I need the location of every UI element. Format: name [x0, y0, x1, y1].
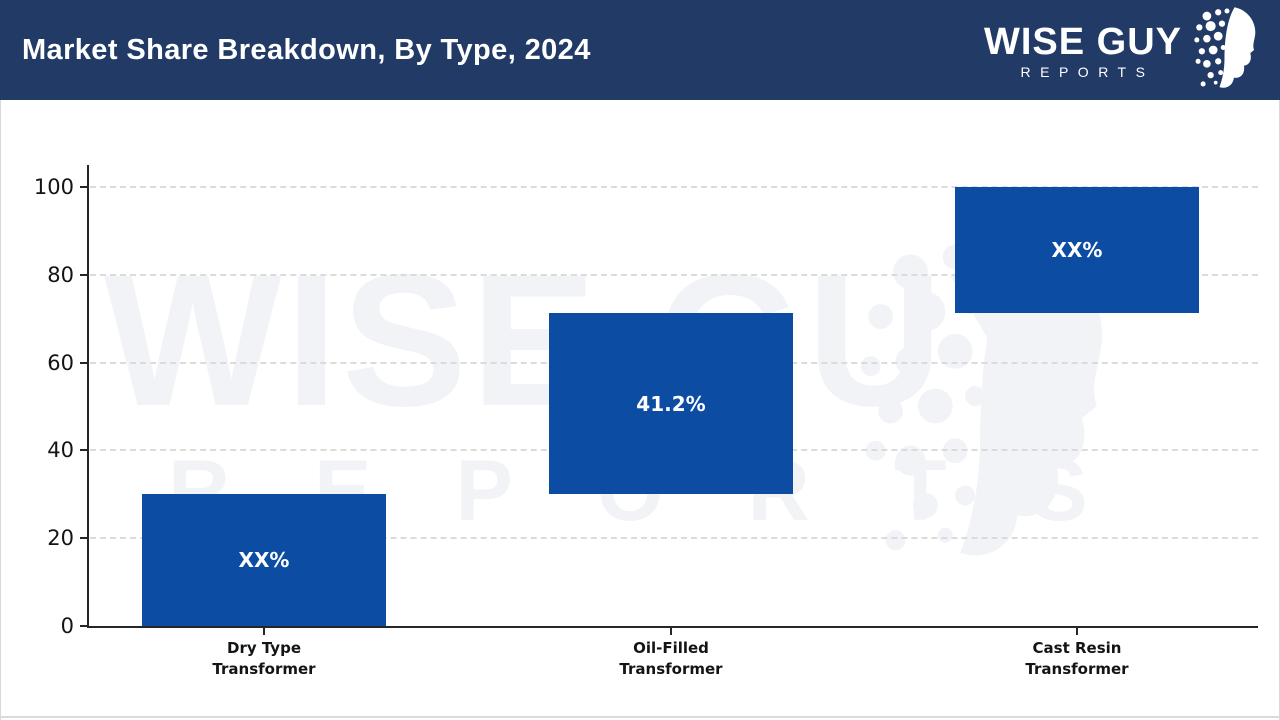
y-tick-100 [80, 186, 88, 188]
category-label-line: Transformer [212, 660, 316, 678]
x-tick-1 [263, 628, 265, 635]
y-axis-line [87, 165, 89, 628]
gridline-80 [90, 273, 1258, 276]
logo-text: WISE GUY REPORTS [984, 22, 1182, 80]
category-label-line: Oil-Filled [633, 639, 709, 657]
bar-value-label-1: XX% [238, 548, 290, 573]
category-label-line: Transformer [619, 660, 723, 678]
x-tick-2 [670, 628, 672, 635]
page-title: Market Share Breakdown, By Type, 2024 [22, 33, 591, 66]
y-tick-80 [80, 273, 88, 276]
category-label-2: Oil-Filled Transformer [521, 638, 821, 680]
gridline-20 [90, 537, 1258, 540]
bar-value-label-2: 41.2% [636, 391, 706, 416]
y-tick-label-0: 0 [60, 614, 74, 638]
y-tick-40 [80, 449, 88, 452]
gridline-100 [90, 186, 1258, 188]
bar-3: XX% [955, 187, 1199, 314]
y-tick-label-80: 80 [47, 262, 74, 287]
category-label-line: Transformer [1025, 660, 1129, 678]
y-tick-label-60: 60 [47, 350, 74, 375]
category-label-1: Dry Type Transformer [114, 638, 414, 680]
category-label-line: Dry Type [227, 639, 301, 657]
logo-head-icon [1188, 6, 1266, 94]
y-tick-0 [80, 625, 88, 627]
y-tick-label-40: 40 [47, 438, 74, 463]
x-axis-line [87, 626, 1258, 628]
bar-value-label-3: XX% [1051, 238, 1103, 263]
x-tick-3 [1076, 628, 1078, 635]
wise-guy-reports-logo: WISE GUY REPORTS [984, 0, 1266, 100]
y-tick-label-100: 100 [33, 175, 74, 199]
y-tick-60 [80, 361, 88, 364]
logo-name: WISE GUY [983, 21, 1182, 63]
category-label-line: Cast Resin [1032, 639, 1122, 657]
bar-2: 41.2% [549, 313, 793, 495]
y-tick-20 [80, 537, 88, 540]
bar-1: XX% [142, 494, 386, 626]
bottom-rule [0, 716, 1280, 718]
y-tick-label-20: 20 [47, 526, 74, 551]
category-label-3: Cast Resin Transformer [927, 638, 1227, 680]
logo-tagline: REPORTS [1020, 64, 1155, 80]
header-band: Market Share Breakdown, By Type, 2024 WI… [0, 0, 1280, 100]
